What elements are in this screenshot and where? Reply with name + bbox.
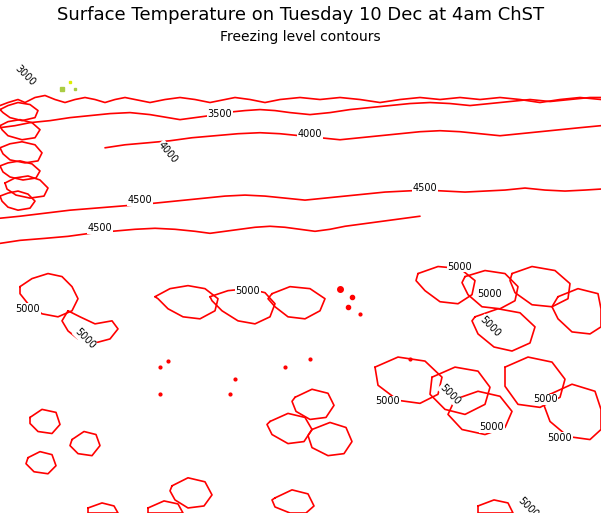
Text: 5000: 5000	[448, 262, 472, 271]
Text: 3500: 3500	[208, 109, 233, 119]
Text: 4500: 4500	[88, 223, 112, 233]
Text: 4000: 4000	[156, 140, 180, 165]
Text: 5000: 5000	[516, 496, 540, 513]
Text: 3000: 3000	[13, 63, 37, 88]
Text: 4500: 4500	[127, 195, 152, 205]
Text: 5000: 5000	[73, 327, 97, 351]
Text: 5000: 5000	[548, 432, 572, 443]
Text: 4500: 4500	[413, 183, 438, 193]
Text: 5000: 5000	[236, 286, 260, 295]
Text: 5000: 5000	[478, 314, 502, 339]
Text: 5000: 5000	[438, 382, 462, 406]
Text: 5000: 5000	[532, 394, 557, 404]
Text: Surface Temperature on Tuesday 10 Dec at 4am ChST: Surface Temperature on Tuesday 10 Dec at…	[57, 6, 544, 24]
Text: 5000: 5000	[478, 289, 502, 299]
Text: 4000: 4000	[297, 129, 322, 139]
Text: Freezing level contours: Freezing level contours	[220, 30, 381, 44]
Text: 5000: 5000	[480, 423, 504, 432]
Text: 5000: 5000	[376, 397, 400, 406]
Text: 5000: 5000	[16, 304, 40, 314]
